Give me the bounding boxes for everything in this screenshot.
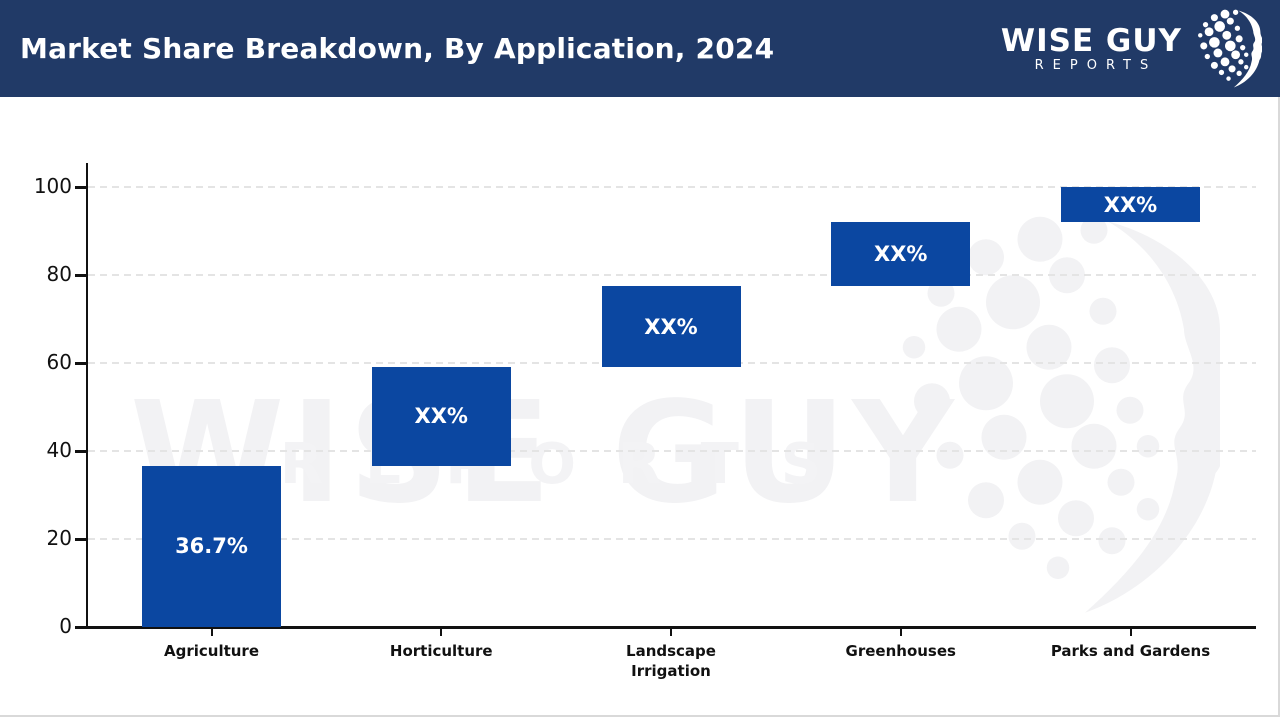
bar-value-label: XX%	[1103, 192, 1158, 217]
page-title: Market Share Breakdown, By Application, …	[20, 32, 775, 65]
wise-guy-logo: WISE GUY REPORTS	[1001, 7, 1262, 91]
y-tick-mark-80	[75, 274, 86, 277]
y-tick-mark-0	[75, 626, 86, 629]
header-bar: Market Share Breakdown, By Application, …	[0, 0, 1280, 97]
bar-greenhouses: XX%	[831, 222, 971, 286]
logo-head-icon	[1198, 9, 1262, 87]
x-tick-mark-3	[899, 628, 902, 636]
bar-value-label: 36.7%	[175, 534, 248, 559]
gridline-20	[88, 538, 1256, 540]
gridline-100	[88, 186, 1256, 188]
watermark-subtitle: REPORTS	[280, 432, 864, 497]
x-tick-label-3: Greenhouses	[845, 642, 956, 660]
bar-value-label: XX%	[874, 242, 928, 267]
y-axis-line	[85, 163, 88, 629]
y-tick-label-0: 0	[59, 614, 72, 638]
x-tick-mark-0	[210, 628, 213, 636]
y-tick-mark-40	[75, 450, 86, 453]
x-tick-label-1: Horticulture	[389, 642, 493, 660]
y-tick-label-20: 20	[46, 526, 72, 550]
bar-value-label: XX%	[414, 404, 468, 429]
y-tick-label-60: 60	[46, 350, 72, 374]
x-tick-label-4: Parks and Gardens	[1050, 642, 1211, 660]
y-tick-mark-20	[75, 538, 86, 541]
bar-parks-and-gardens: XX%	[1061, 187, 1200, 223]
gridline-80	[88, 274, 1256, 276]
right-border	[1278, 97, 1280, 717]
chart-canvas: WISE GUY REPORTS 0 20 40 60 80 100 36.7% Agricu…	[0, 97, 1280, 717]
x-tick-mark-2	[670, 628, 672, 636]
logo-subtitle: REPORTS	[1034, 57, 1158, 73]
x-tick-mark-4	[1129, 628, 1132, 636]
bar-agriculture: 36.7%	[142, 465, 281, 627]
bar-value-label: XX%	[644, 314, 698, 339]
y-tick-mark-60	[75, 362, 86, 365]
y-tick-label-100: 100	[33, 174, 72, 198]
bar-landscape-irrigation: XX%	[601, 286, 741, 368]
logo-wordmark: WISE GUY	[1000, 22, 1182, 59]
y-tick-label-80: 80	[46, 262, 72, 286]
x-tick-mark-1	[440, 628, 443, 636]
gridline-40	[88, 450, 1256, 452]
y-tick-label-40: 40	[46, 438, 72, 462]
x-tick-label-2: Landscape Irrigation	[626, 642, 716, 680]
plot-area: 0 20 40 60 80 100 36.7% Agriculture XX% Horticult…	[0, 97, 1280, 717]
x-tick-label-0: Agriculture	[163, 642, 260, 660]
bottom-border	[0, 715, 1280, 717]
y-tick-mark-100	[75, 186, 86, 189]
x-axis-line	[85, 626, 1256, 629]
watermark-head-icon	[902, 216, 1220, 613]
bar-horticulture: XX%	[371, 367, 511, 466]
logo-wordmark-block: WISE GUY REPORTS	[1001, 24, 1182, 74]
